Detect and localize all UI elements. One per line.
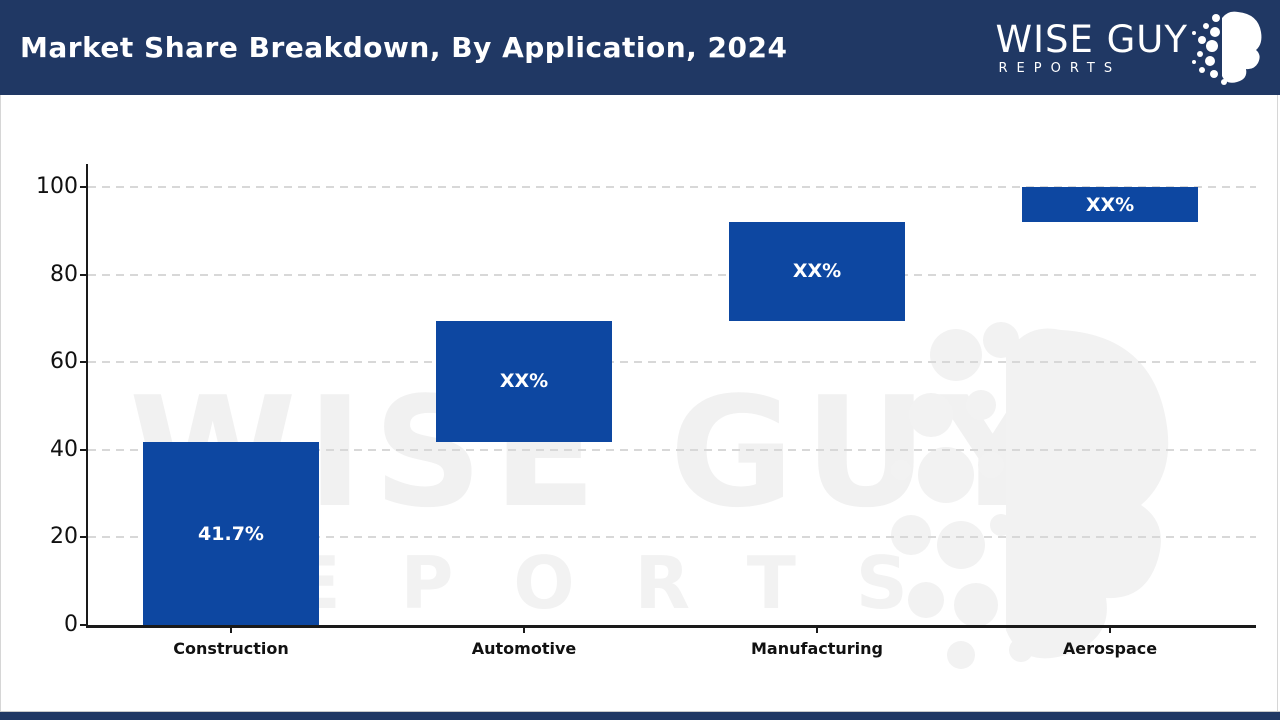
logo-text: WISE GUY REPORTS (996, 21, 1188, 75)
gridline (88, 448, 1256, 451)
y-tick-label: 60 (50, 349, 78, 375)
gridline (88, 536, 1256, 539)
chart-title: Market Share Breakdown, By Application, … (20, 31, 788, 64)
y-tick-mark (80, 186, 88, 188)
bar-aerospace: XX% (1022, 187, 1198, 223)
footer-strip (0, 711, 1280, 720)
x-tick-mark (1109, 625, 1111, 633)
bar-value-label: 41.7% (198, 522, 264, 545)
x-tick-mark (816, 625, 818, 633)
y-tick-mark (80, 361, 88, 364)
bar-value-label: XX% (1085, 193, 1135, 216)
logo-wordmark: WISE GUY (995, 17, 1188, 61)
wise-guy-logo: WISE GUY REPORTS (996, 6, 1280, 90)
y-tick-mark (80, 536, 88, 539)
y-tick-label: 80 (50, 261, 78, 287)
category-label: Construction (173, 639, 289, 658)
category-label: Aerospace (1062, 639, 1158, 658)
y-tick-label: 100 (36, 174, 78, 199)
logo-face-icon (1192, 11, 1262, 85)
logo-subtitle: REPORTS (998, 60, 1122, 76)
bar-automotive: XX% (436, 320, 612, 443)
y-tick-label: 0 (64, 612, 78, 637)
gridline (88, 273, 1256, 276)
x-tick-mark (230, 625, 232, 633)
bar-manufacturing: XX% (729, 222, 905, 321)
header-bar: Market Share Breakdown, By Application, … (0, 0, 1280, 95)
x-tick-mark (523, 625, 525, 633)
y-axis-line (86, 164, 88, 627)
x-axis-line (86, 625, 1256, 628)
category-label: Automotive (471, 639, 577, 658)
y-tick-mark (80, 273, 88, 276)
bar-value-label: XX% (792, 260, 842, 283)
bar-value-label: XX% (499, 370, 549, 393)
category-label: Manufacturing (751, 639, 883, 658)
watermark-face-dots (891, 322, 1169, 669)
y-tick-mark (80, 624, 88, 626)
bar-construction: 41.7% (143, 442, 319, 625)
gridline (88, 361, 1256, 364)
y-tick-label: 20 (50, 524, 78, 550)
gridline (88, 186, 1256, 188)
y-tick-mark (80, 448, 88, 451)
y-tick-label: 40 (50, 436, 78, 462)
